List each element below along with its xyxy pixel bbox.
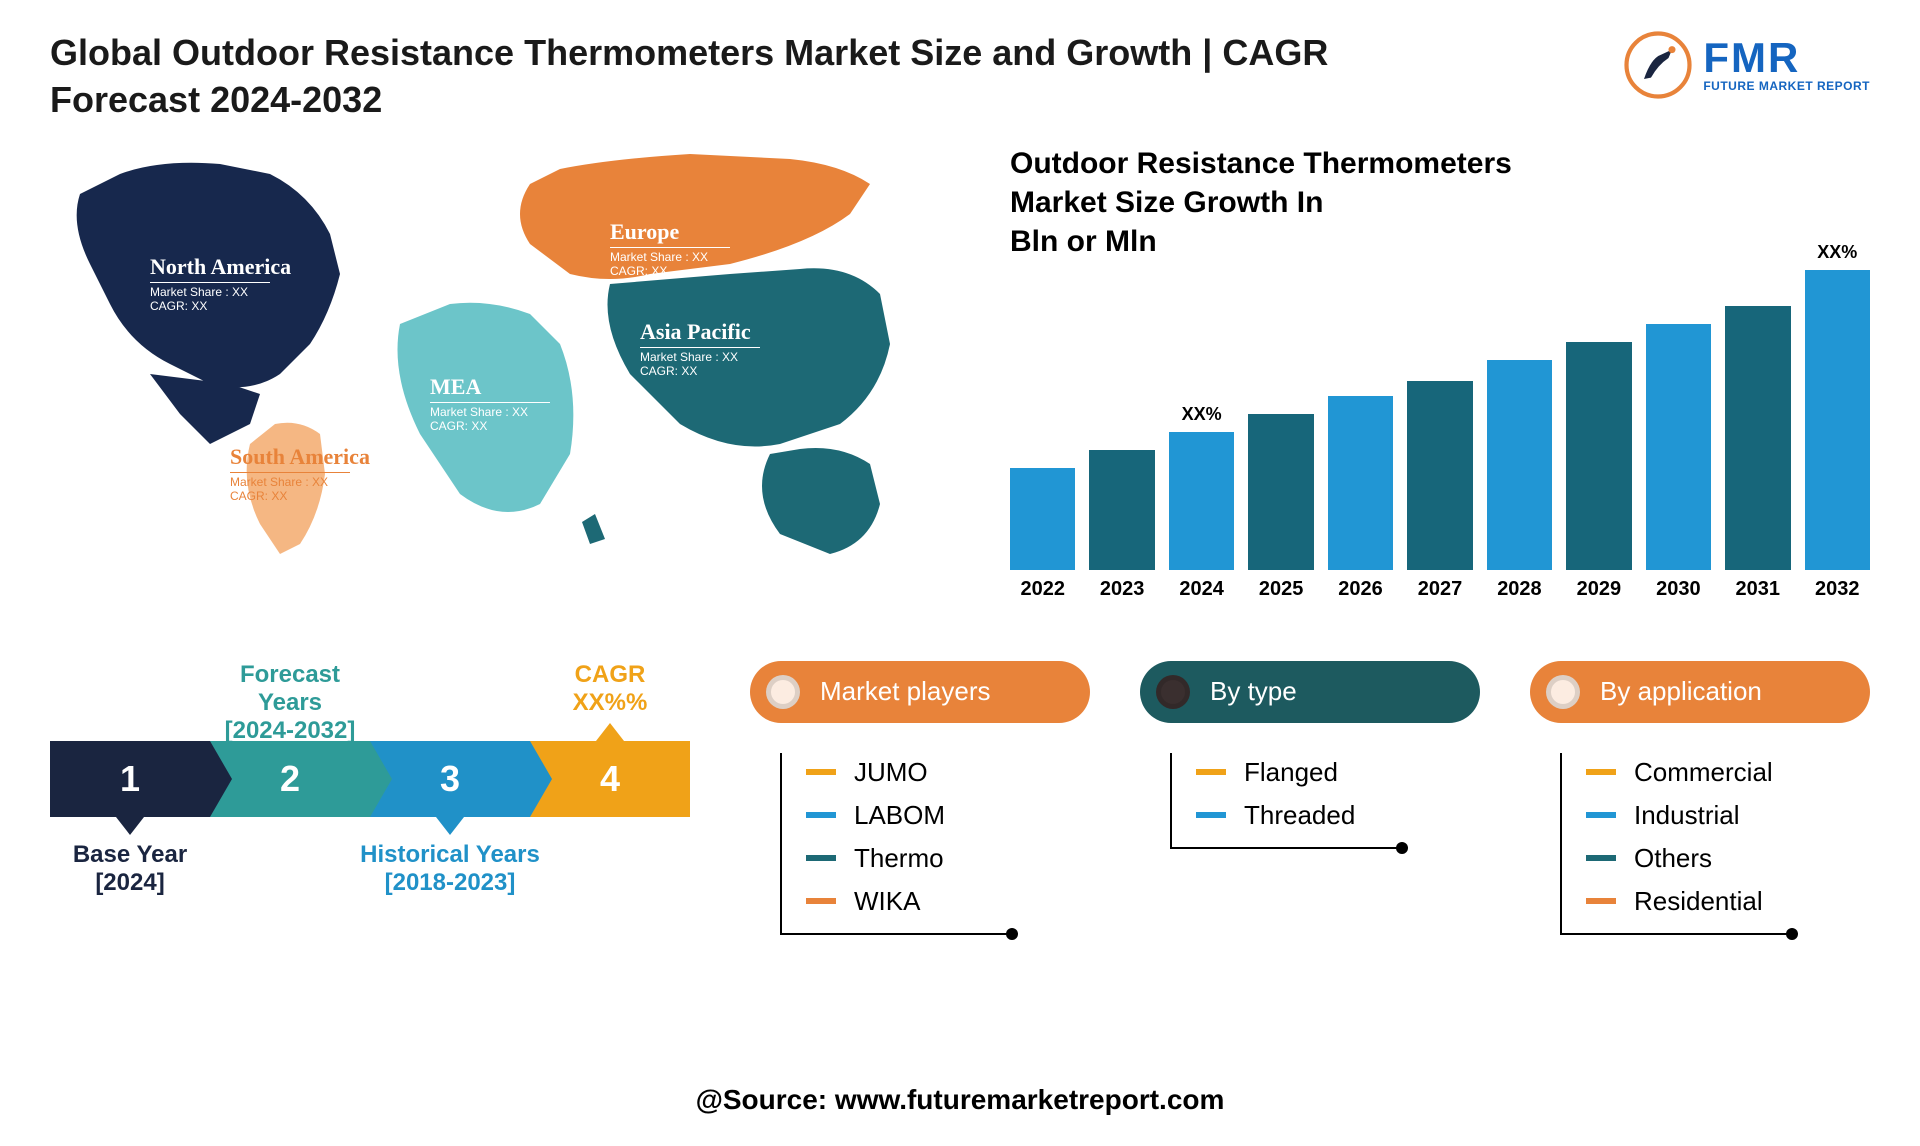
bar-group: 2028 [1487, 360, 1552, 601]
category-header: By application [1530, 661, 1870, 723]
category-column: By type Flanged Threaded [1140, 661, 1480, 933]
map-svg [50, 144, 950, 564]
timeline-segment: 1 [50, 741, 210, 817]
bar-year-label: 2032 [1815, 578, 1860, 601]
category-item: Commercial [1586, 757, 1870, 788]
bar-year-label: 2026 [1338, 578, 1383, 601]
chart-title: Outdoor Resistance ThermometersMarket Si… [1010, 144, 1870, 261]
bar-year-label: 2024 [1179, 578, 1224, 601]
bar-year-label: 2029 [1577, 578, 1622, 601]
category-item: Others [1586, 843, 1870, 874]
bar [1010, 468, 1075, 570]
category-column: Market players JUMO LABOM Thermo WIKA [750, 661, 1090, 933]
bar-group: 2022 [1010, 468, 1075, 601]
page-title: Global Outdoor Resistance Thermometers M… [50, 30, 1450, 124]
category-item: JUMO [806, 757, 1090, 788]
region-label: South AmericaMarket Share : XXCAGR: XX [230, 444, 370, 503]
category-item: Thermo [806, 843, 1090, 874]
world-map: North AmericaMarket Share : XXCAGR: XX So… [50, 144, 950, 601]
category-header: Market players [750, 661, 1090, 723]
category-item: Flanged [1196, 757, 1480, 788]
bar: XX% [1169, 432, 1234, 570]
brand-logo: FMR FUTURE MARKET REPORT [1623, 30, 1870, 100]
logo-subtitle: FUTURE MARKET REPORT [1703, 79, 1870, 93]
region-label: Asia PacificMarket Share : XXCAGR: XX [640, 319, 760, 378]
bar-year-label: 2023 [1100, 578, 1145, 601]
category-header: By type [1140, 661, 1480, 723]
bar-group: XX% 2032 [1805, 270, 1870, 601]
timeline-segment: 2 [210, 741, 370, 817]
bar [1407, 381, 1472, 570]
bar-group: 2031 [1725, 306, 1790, 601]
category-item: Residential [1586, 886, 1870, 917]
category-item: Threaded [1196, 800, 1480, 831]
timeline-label-historical: Historical Years[2018-2023] [350, 817, 550, 897]
bar [1566, 342, 1631, 570]
region-label: EuropeMarket Share : XXCAGR: XX [610, 219, 730, 278]
bar-year-label: 2022 [1020, 578, 1065, 601]
bar [1487, 360, 1552, 570]
bar-year-label: 2027 [1418, 578, 1463, 601]
timeline-label-cagr: CAGRXX%% [530, 661, 690, 741]
timeline-label-base: Base Year[2024] [30, 817, 230, 897]
category-item: WIKA [806, 886, 1090, 917]
bar-chart: Outdoor Resistance ThermometersMarket Si… [990, 144, 1870, 601]
bar [1248, 414, 1313, 570]
bar [1725, 306, 1790, 570]
timeline-segment: 3 [370, 741, 530, 817]
bar-group: 2029 [1566, 342, 1631, 601]
bar-group: 2030 [1646, 324, 1711, 601]
timeline-segment: 4 [530, 741, 690, 817]
bar-year-label: 2028 [1497, 578, 1542, 601]
source-text: @Source: www.futuremarketreport.com [0, 1084, 1920, 1116]
bar-group: 2023 [1089, 450, 1154, 601]
bar [1646, 324, 1711, 570]
bar [1328, 396, 1393, 570]
bar [1089, 450, 1154, 570]
bar: XX% [1805, 270, 1870, 570]
category-item: Industrial [1586, 800, 1870, 831]
bar-group: 2025 [1248, 414, 1313, 601]
category-column: By application Commercial Industrial Others… [1530, 661, 1870, 933]
timeline: Forecast Years[2024-2032]CAGRXX%% 1234 B… [50, 661, 690, 933]
bar-year-label: 2030 [1656, 578, 1701, 601]
logo-icon [1623, 30, 1693, 100]
region-label: MEAMarket Share : XXCAGR: XX [430, 374, 550, 433]
bar-group: 2027 [1407, 381, 1472, 601]
category-item: LABOM [806, 800, 1090, 831]
region-label: North AmericaMarket Share : XXCAGR: XX [150, 254, 291, 313]
bar-year-label: 2031 [1736, 578, 1781, 601]
bar-group: 2026 [1328, 396, 1393, 601]
bar-group: XX% 2024 [1169, 432, 1234, 601]
bar-year-label: 2025 [1259, 578, 1304, 601]
logo-fmr-text: FMR [1703, 37, 1870, 79]
